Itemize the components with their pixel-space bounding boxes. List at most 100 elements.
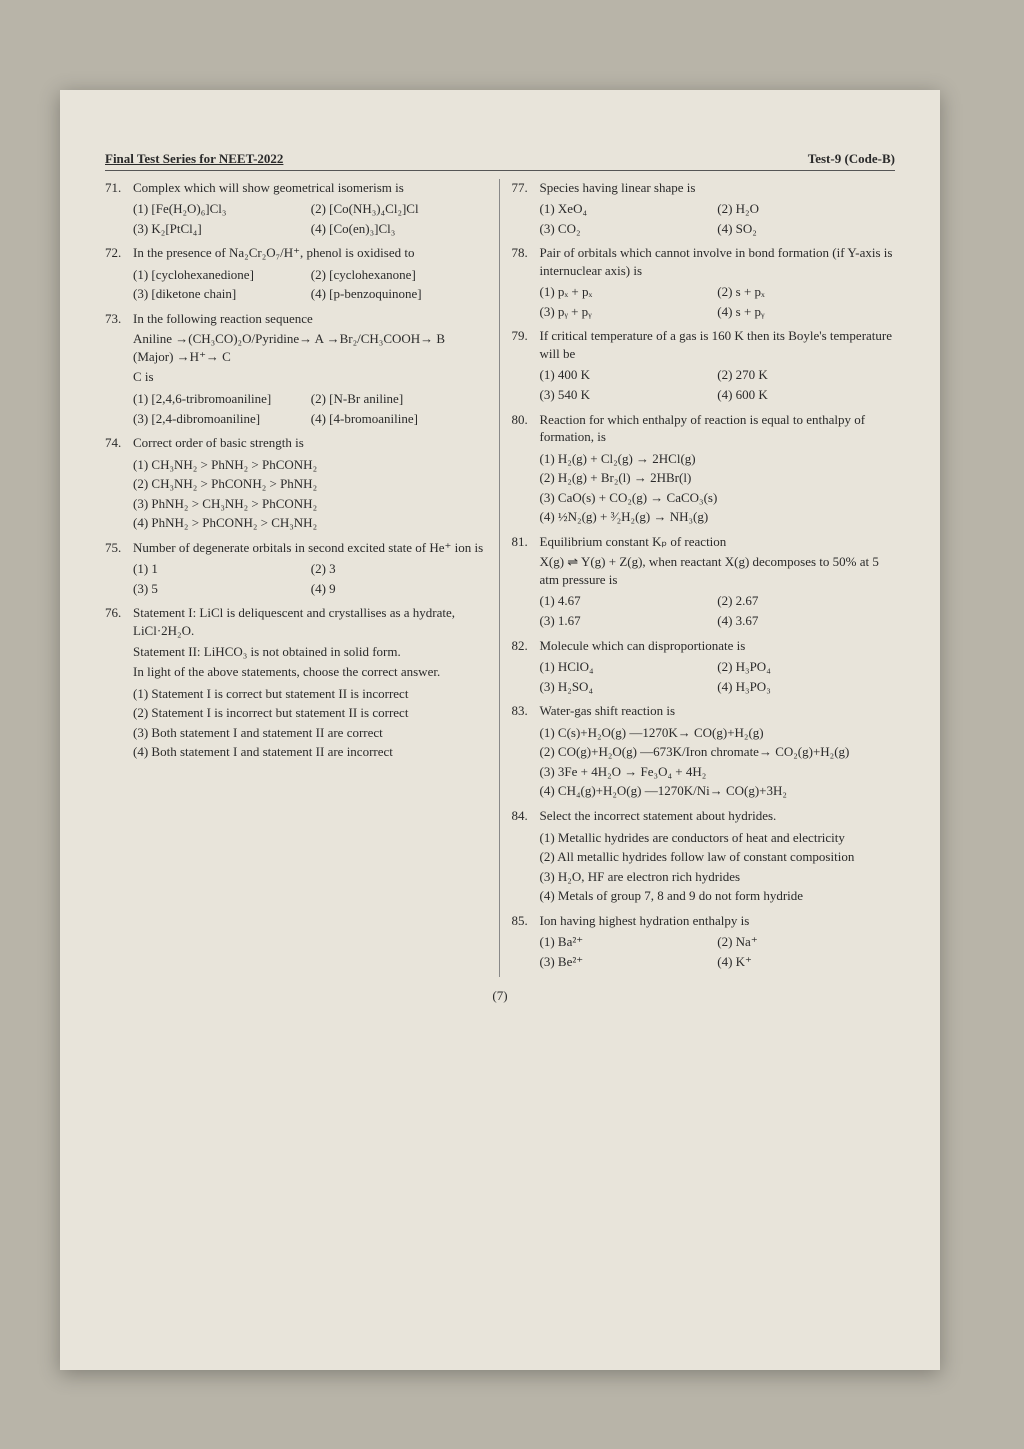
option: (1) Metallic hydrides are conductors of … bbox=[540, 828, 896, 848]
option: (3) H₂SO₄ bbox=[540, 677, 718, 697]
options-list: (1) H₂(g) + Cl₂(g) → 2HCl(g)(2) H₂(g) + … bbox=[540, 449, 896, 527]
question-body: Reaction for which enthalpy of reaction … bbox=[540, 411, 896, 527]
question: 84.Select the incorrect statement about … bbox=[512, 807, 896, 906]
option: (4) s + pᵧ bbox=[717, 302, 895, 322]
option: (2) H₂(g) + Br₂(l) → 2HBr(l) bbox=[540, 468, 896, 488]
question-text: Pair of orbitals which cannot involve in… bbox=[540, 244, 896, 279]
exam-page: Final Test Series for NEET-2022 Test-9 (… bbox=[60, 90, 940, 1370]
question-subtext2: C is bbox=[133, 368, 489, 386]
question-number: 72. bbox=[105, 244, 133, 304]
question-text: Species having linear shape is bbox=[540, 179, 896, 197]
question-number: 75. bbox=[105, 539, 133, 599]
option: (2) 2.67 bbox=[717, 591, 895, 611]
option: (2) [Co(NH₃)₄Cl₂]Cl bbox=[311, 199, 489, 219]
question-body: If critical temperature of a gas is 160 … bbox=[540, 327, 896, 404]
question-body: Molecule which can disproportionate is (1… bbox=[540, 637, 896, 697]
option: (1) Statement I is correct but statement… bbox=[133, 684, 489, 704]
option: (2) CO(g)+H₂O(g) —673K/Iron chromate→ CO… bbox=[540, 742, 896, 762]
option: (1) XeO₄ bbox=[540, 199, 718, 219]
question-number: 73. bbox=[105, 310, 133, 428]
option: (1) 4.67 bbox=[540, 591, 718, 611]
question: 85.Ion having highest hydration enthalpy… bbox=[512, 912, 896, 972]
option: (4) 600 K bbox=[717, 385, 895, 405]
option: (3) Both statement I and statement II ar… bbox=[133, 723, 489, 743]
options-list: (1) C(s)+H₂O(g) —1270K→ CO(g)+H₂(g)(2) C… bbox=[540, 723, 896, 801]
question-body: Number of degenerate orbitals in second … bbox=[133, 539, 489, 599]
option: (2) 270 K bbox=[717, 365, 895, 385]
option: (3) pᵧ + pᵧ bbox=[540, 302, 718, 322]
question-body: In the following reaction sequenceAnilin… bbox=[133, 310, 489, 428]
question-text: Correct order of basic strength is bbox=[133, 434, 489, 452]
option: (3) CO₂ bbox=[540, 219, 718, 239]
option: (3) 1.67 bbox=[540, 611, 718, 631]
question-body: Pair of orbitals which cannot involve in… bbox=[540, 244, 896, 321]
question-body: Complex which will show geometrical isom… bbox=[133, 179, 489, 239]
question-text: Ion having highest hydration enthalpy is bbox=[540, 912, 896, 930]
option: (3) K₂[PtCl₄] bbox=[133, 219, 311, 239]
option: (1) [Fe(H₂O)₆]Cl₃ bbox=[133, 199, 311, 219]
question-number: 79. bbox=[512, 327, 540, 404]
option: (1) Ba²⁺ bbox=[540, 932, 718, 952]
content-columns: 71.Complex which will show geometrical i… bbox=[105, 179, 895, 978]
question-body: Correct order of basic strength is (1) CH… bbox=[133, 434, 489, 533]
options-grid: (1) 4.67(2) 2.67(3) 1.67(4) 3.67 bbox=[540, 591, 896, 630]
option: (4) [4-bromoaniline] bbox=[311, 409, 489, 429]
option: (1) 1 bbox=[133, 559, 311, 579]
question-text: In the presence of Na₂Cr₂O₇/H⁺, phenol i… bbox=[133, 244, 489, 262]
question-number: 82. bbox=[512, 637, 540, 697]
left-column: 71.Complex which will show geometrical i… bbox=[105, 179, 500, 978]
option: (1) [2,4,6-tribromoaniline] bbox=[133, 389, 311, 409]
option: (4) H₃PO₃ bbox=[717, 677, 895, 697]
option: (1) pₓ + pₓ bbox=[540, 282, 718, 302]
options-grid: (1) [cyclohexanedione](2) [cyclohexanone… bbox=[133, 265, 489, 304]
question-body: In the presence of Na₂Cr₂O₇/H⁺, phenol i… bbox=[133, 244, 489, 304]
option: (1) H₂(g) + Cl₂(g) → 2HCl(g) bbox=[540, 449, 896, 469]
question-text: Select the incorrect statement about hyd… bbox=[540, 807, 896, 825]
question-body: Statement I: LiCl is deliquescent and cr… bbox=[133, 604, 489, 761]
options-grid: (1) Ba²⁺(2) Na⁺(3) Be²⁺(4) K⁺ bbox=[540, 932, 896, 971]
option: (2) H₂O bbox=[717, 199, 895, 219]
options-grid: (1) 400 K(2) 270 K(3) 540 K(4) 600 K bbox=[540, 365, 896, 404]
option: (2) All metallic hydrides follow law of … bbox=[540, 847, 896, 867]
options-grid: (1) pₓ + pₓ(2) s + pₓ(3) pᵧ + pᵧ(4) s + … bbox=[540, 282, 896, 321]
option: (1) [cyclohexanedione] bbox=[133, 265, 311, 285]
option: (3) [diketone chain] bbox=[133, 284, 311, 304]
question-text: If critical temperature of a gas is 160 … bbox=[540, 327, 896, 362]
question-number: 71. bbox=[105, 179, 133, 239]
options-grid: (1) 1(2) 3(3) 5(4) 9 bbox=[133, 559, 489, 598]
option: (1) CH₃NH₂ > PhNH₂ > PhCONH₂ bbox=[133, 455, 489, 475]
option: (3) PhNH₂ > CH₃NH₂ > PhCONH₂ bbox=[133, 494, 489, 514]
option: (2) s + pₓ bbox=[717, 282, 895, 302]
question: 81.Equilibrium constant Kₚ of reactionX(… bbox=[512, 533, 896, 631]
options-grid: (1) [Fe(H₂O)₆]Cl₃(2) [Co(NH₃)₄Cl₂]Cl(3) … bbox=[133, 199, 489, 238]
option: (3) CaO(s) + CO₂(g) → CaCO₃(s) bbox=[540, 488, 896, 508]
question-number: 84. bbox=[512, 807, 540, 906]
option: (1) HClO₄ bbox=[540, 657, 718, 677]
question-text: Molecule which can disproportionate is bbox=[540, 637, 896, 655]
option: (4) 3.67 bbox=[717, 611, 895, 631]
option: (2) Na⁺ bbox=[717, 932, 895, 952]
options-grid: (1) [2,4,6-tribromoaniline](2) [N-Br ani… bbox=[133, 389, 489, 428]
question: 76.Statement I: LiCl is deliquescent and… bbox=[105, 604, 489, 761]
page-header: Final Test Series for NEET-2022 Test-9 (… bbox=[105, 150, 895, 171]
question-subtext: Statement II: LiHCO₃ is not obtained in … bbox=[133, 643, 489, 661]
question-text: Water-gas shift reaction is bbox=[540, 702, 896, 720]
question: 75.Number of degenerate orbitals in seco… bbox=[105, 539, 489, 599]
option: (4) Metals of group 7, 8 and 9 do not fo… bbox=[540, 886, 896, 906]
option: (4) Both statement I and statement II ar… bbox=[133, 742, 489, 762]
question-subtext: Aniline →(CH₃CO)₂O/Pyridine→ A →Br₂/CH₃C… bbox=[133, 330, 489, 365]
option: (3) [2,4-dibromoaniline] bbox=[133, 409, 311, 429]
question-text: Statement I: LiCl is deliquescent and cr… bbox=[133, 604, 489, 639]
option: (2) H₃PO₄ bbox=[717, 657, 895, 677]
question-number: 78. bbox=[512, 244, 540, 321]
option: (3) H₂O, HF are electron rich hydrides bbox=[540, 867, 896, 887]
option: (3) Be²⁺ bbox=[540, 952, 718, 972]
option: (4) [Co(en)₃]Cl₃ bbox=[311, 219, 489, 239]
question-number: 83. bbox=[512, 702, 540, 801]
question-number: 76. bbox=[105, 604, 133, 761]
question-text: Complex which will show geometrical isom… bbox=[133, 179, 489, 197]
option: (3) 5 bbox=[133, 579, 311, 599]
question-body: Equilibrium constant Kₚ of reactionX(g) … bbox=[540, 533, 896, 631]
header-left: Final Test Series for NEET-2022 bbox=[105, 150, 283, 168]
question-body: Ion having highest hydration enthalpy is… bbox=[540, 912, 896, 972]
